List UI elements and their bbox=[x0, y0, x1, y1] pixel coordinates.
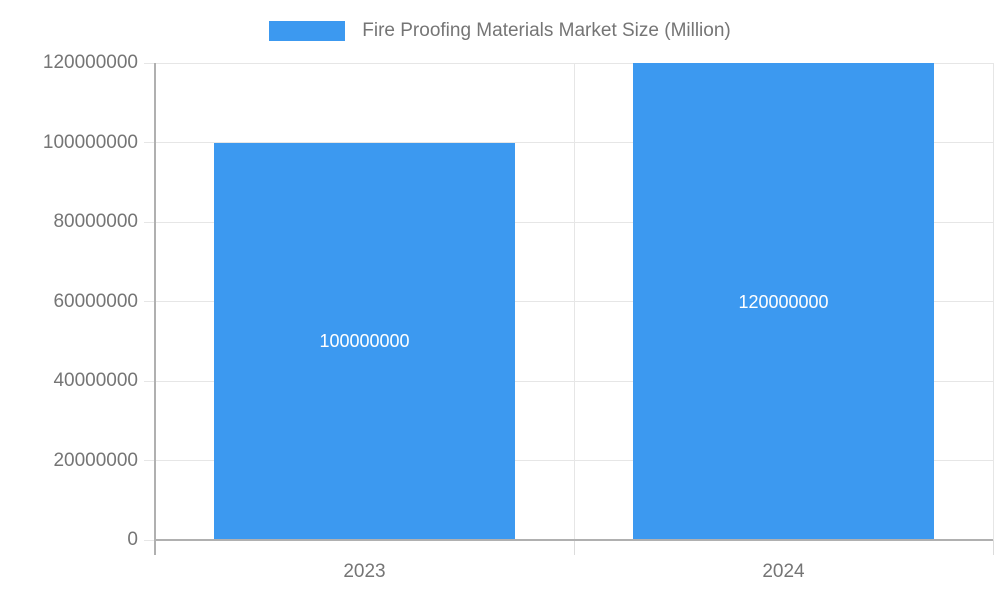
v-gridline bbox=[992, 63, 994, 540]
legend: Fire Proofing Materials Market Size (Mil… bbox=[0, 20, 1000, 41]
x-tick-mark bbox=[992, 540, 994, 555]
y-tick-label: 20000000 bbox=[53, 449, 138, 471]
bar[interactable] bbox=[632, 63, 935, 539]
y-tick-mark bbox=[144, 62, 155, 64]
y-tick-label: 80000000 bbox=[53, 211, 138, 232]
x-tick-label: 2023 bbox=[343, 561, 386, 582]
y-tick-mark bbox=[144, 142, 155, 143]
y-tick-mark bbox=[144, 301, 155, 302]
y-tick-mark bbox=[144, 460, 155, 461]
y-tick-label: 40000000 bbox=[53, 370, 138, 391]
v-gridline bbox=[573, 63, 575, 540]
y-tick-label: 100000000 bbox=[42, 131, 138, 153]
y-tick-mark bbox=[144, 221, 155, 223]
y-tick-label: 0 bbox=[127, 529, 138, 550]
y-axis-line bbox=[154, 63, 156, 555]
bar-value-label: 100000000 bbox=[319, 331, 410, 352]
y-tick-label: 60000000 bbox=[53, 290, 138, 312]
x-axis-line bbox=[155, 539, 993, 541]
legend-swatch bbox=[269, 21, 346, 41]
bar-value-label: 120000000 bbox=[738, 291, 829, 312]
y-tick-mark bbox=[144, 380, 155, 382]
chart-title: Fire Proofing Materials Market Size (Mil… bbox=[362, 20, 731, 41]
x-tick-mark bbox=[573, 540, 575, 555]
y-tick-label: 120000000 bbox=[42, 52, 138, 73]
bar[interactable] bbox=[213, 142, 516, 539]
x-tick-label: 2024 bbox=[762, 561, 805, 582]
y-tick-mark bbox=[144, 539, 155, 541]
